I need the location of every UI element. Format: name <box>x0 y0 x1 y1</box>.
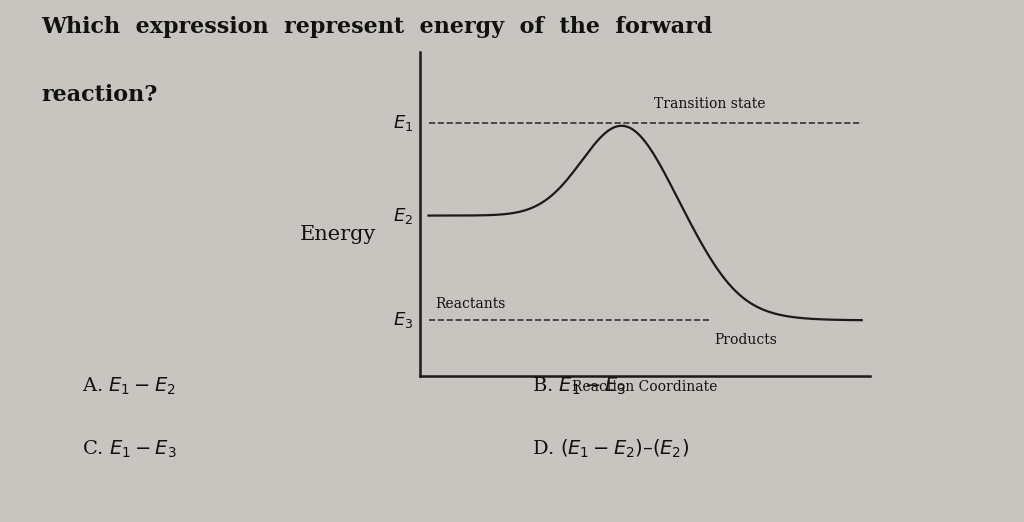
Text: Which  expression  represent  energy  of  the  forward: Which expression represent energy of the… <box>41 16 713 38</box>
Text: Products: Products <box>715 333 777 347</box>
Text: Energy: Energy <box>300 226 376 244</box>
Text: Transition state: Transition state <box>653 97 765 111</box>
Text: $E_3$: $E_3$ <box>393 311 414 330</box>
Text: C. $E_1 - E_3$: C. $E_1 - E_3$ <box>82 438 176 459</box>
Text: B. $E_1 - E_3$: B. $E_1 - E_3$ <box>532 376 627 397</box>
Text: D. $(E_1 - E_2)$–$(E_2)$: D. $(E_1 - E_2)$–$(E_2)$ <box>532 438 689 460</box>
Text: Reactants: Reactants <box>435 297 506 311</box>
Text: A. $E_1 - E_2$: A. $E_1 - E_2$ <box>82 376 175 397</box>
Text: $E_2$: $E_2$ <box>393 206 414 226</box>
Text: $E_1$: $E_1$ <box>393 113 414 133</box>
Text: reaction?: reaction? <box>41 84 158 105</box>
X-axis label: Reaction Coordinate: Reaction Coordinate <box>572 380 718 394</box>
